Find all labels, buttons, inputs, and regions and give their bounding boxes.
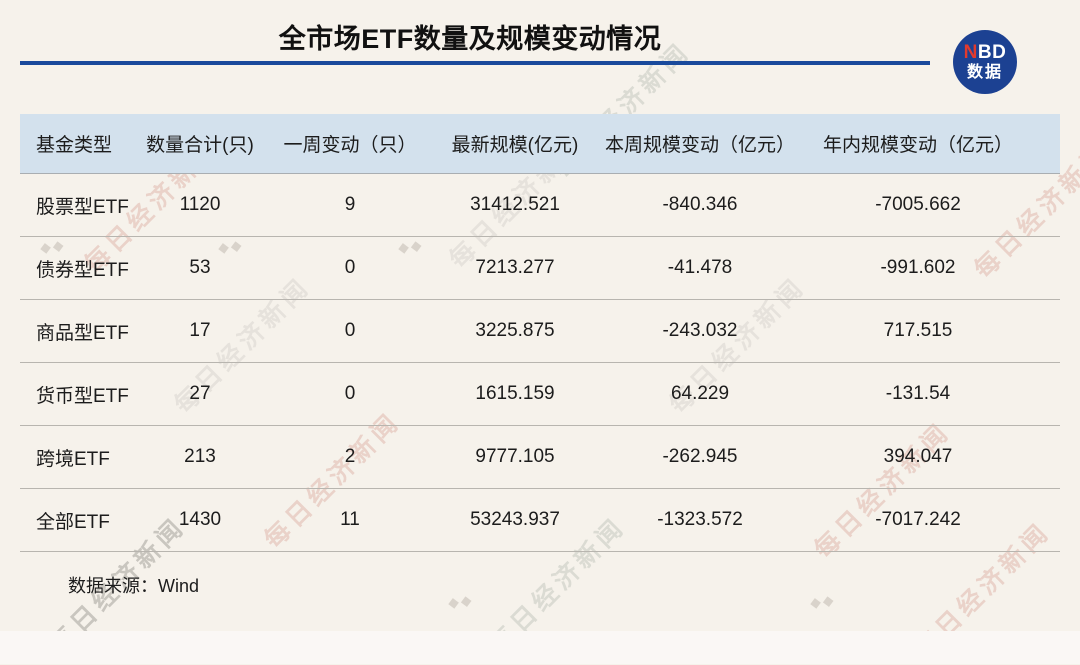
nbd-logo-subtitle: 数据: [966, 63, 1003, 81]
cell-value: 64.229: [670, 383, 730, 404]
nbd-logo-letters-bd: BD: [977, 41, 1007, 63]
header-ytd-scale-change: 年内规模变动（亿元）: [822, 135, 1013, 156]
header-total-count: 数量合计(只): [146, 135, 254, 156]
title-underline: [20, 61, 930, 65]
cell-value: 9777.105: [475, 446, 555, 467]
cell-value: -7005.662: [875, 194, 961, 215]
cell-value: -243.032: [662, 320, 738, 341]
header-fund-type: 基金类型: [36, 135, 113, 156]
table-row-bond-etf: 债券型ETF 53 0 7213.277 -41.478 -991.602: [20, 237, 1060, 300]
cell-value: 213: [184, 446, 216, 467]
cell-value: 27: [189, 383, 211, 404]
cell-value: 1615.159: [475, 383, 555, 404]
cell-value: 0: [344, 383, 356, 404]
cell-fund-type: 债券型ETF: [36, 259, 129, 281]
nbd-logo-text: NBD: [963, 41, 1007, 64]
bottom-strip: [0, 631, 1080, 664]
diamond-watermark-icon: ◆◆: [446, 591, 475, 611]
cell-value: -262.945: [662, 446, 738, 467]
cell-value: 53: [189, 257, 211, 278]
cell-value: 11: [340, 509, 360, 530]
cell-value: -131.54: [885, 383, 951, 404]
header-latest-scale: 最新规模(亿元): [451, 135, 579, 156]
cell-fund-type: 股票型ETF: [36, 196, 129, 218]
nbd-logo: NBD 数据: [953, 30, 1017, 94]
cell-value: 7213.277: [475, 257, 555, 278]
cell-fund-type: 全部ETF: [36, 511, 110, 533]
cell-value: 31412.521: [470, 194, 560, 215]
cell-value: 717.515: [883, 320, 953, 341]
cell-value: 1430: [178, 509, 222, 530]
cell-value: 2: [344, 446, 356, 467]
cell-value: 3225.875: [475, 320, 555, 341]
cell-value: 53243.937: [470, 509, 560, 530]
table-row-cross-border-etf: 跨境ETF 213 2 9777.105 -262.945 394.047: [20, 426, 1060, 489]
cell-value: 1120: [179, 194, 221, 215]
cell-value: -41.478: [667, 257, 733, 278]
cell-value: 0: [344, 257, 356, 278]
cell-fund-type: 商品型ETF: [36, 322, 129, 344]
page-title: 全市场ETF数量及规模变动情况: [278, 24, 662, 54]
diamond-watermark-icon: ◆◆: [808, 591, 837, 611]
cell-value: 17: [189, 320, 211, 341]
cell-fund-type: 货币型ETF: [36, 385, 129, 407]
cell-value: -991.602: [880, 257, 956, 278]
cell-value: 9: [344, 194, 356, 215]
cell-value: -7017.242: [875, 509, 961, 530]
cell-value: 0: [344, 320, 356, 341]
nbd-logo-letter-n: N: [963, 41, 978, 63]
table-row-stock-etf: 股票型ETF 1120 9 31412.521 -840.346 -7005.6…: [20, 174, 1060, 237]
source-note: 数据来源：Wind: [68, 576, 200, 596]
cell-value: 394.047: [883, 446, 953, 467]
cell-value: -1323.572: [657, 509, 743, 530]
header-weekly-change: 一周变动（只）: [283, 135, 417, 156]
cell-value: -840.346: [662, 194, 738, 215]
table-row-money-etf: 货币型ETF 27 0 1615.159 64.229 -131.54: [20, 363, 1060, 426]
table-row-commodity-etf: 商品型ETF 17 0 3225.875 -243.032 717.515: [20, 300, 1060, 363]
table-row-all-etf: 全部ETF 1430 11 53243.937 -1323.572 -7017.…: [20, 489, 1060, 552]
etf-table: 基金类型 数量合计(只) 一周变动（只） 最新规模(亿元) 本周规模变动（亿元）…: [20, 114, 1060, 552]
table-header-row: 基金类型 数量合计(只) 一周变动（只） 最新规模(亿元) 本周规模变动（亿元）…: [20, 114, 1060, 174]
header-week-scale-change: 本周规模变动（亿元）: [604, 135, 795, 156]
cell-fund-type: 跨境ETF: [36, 448, 110, 470]
